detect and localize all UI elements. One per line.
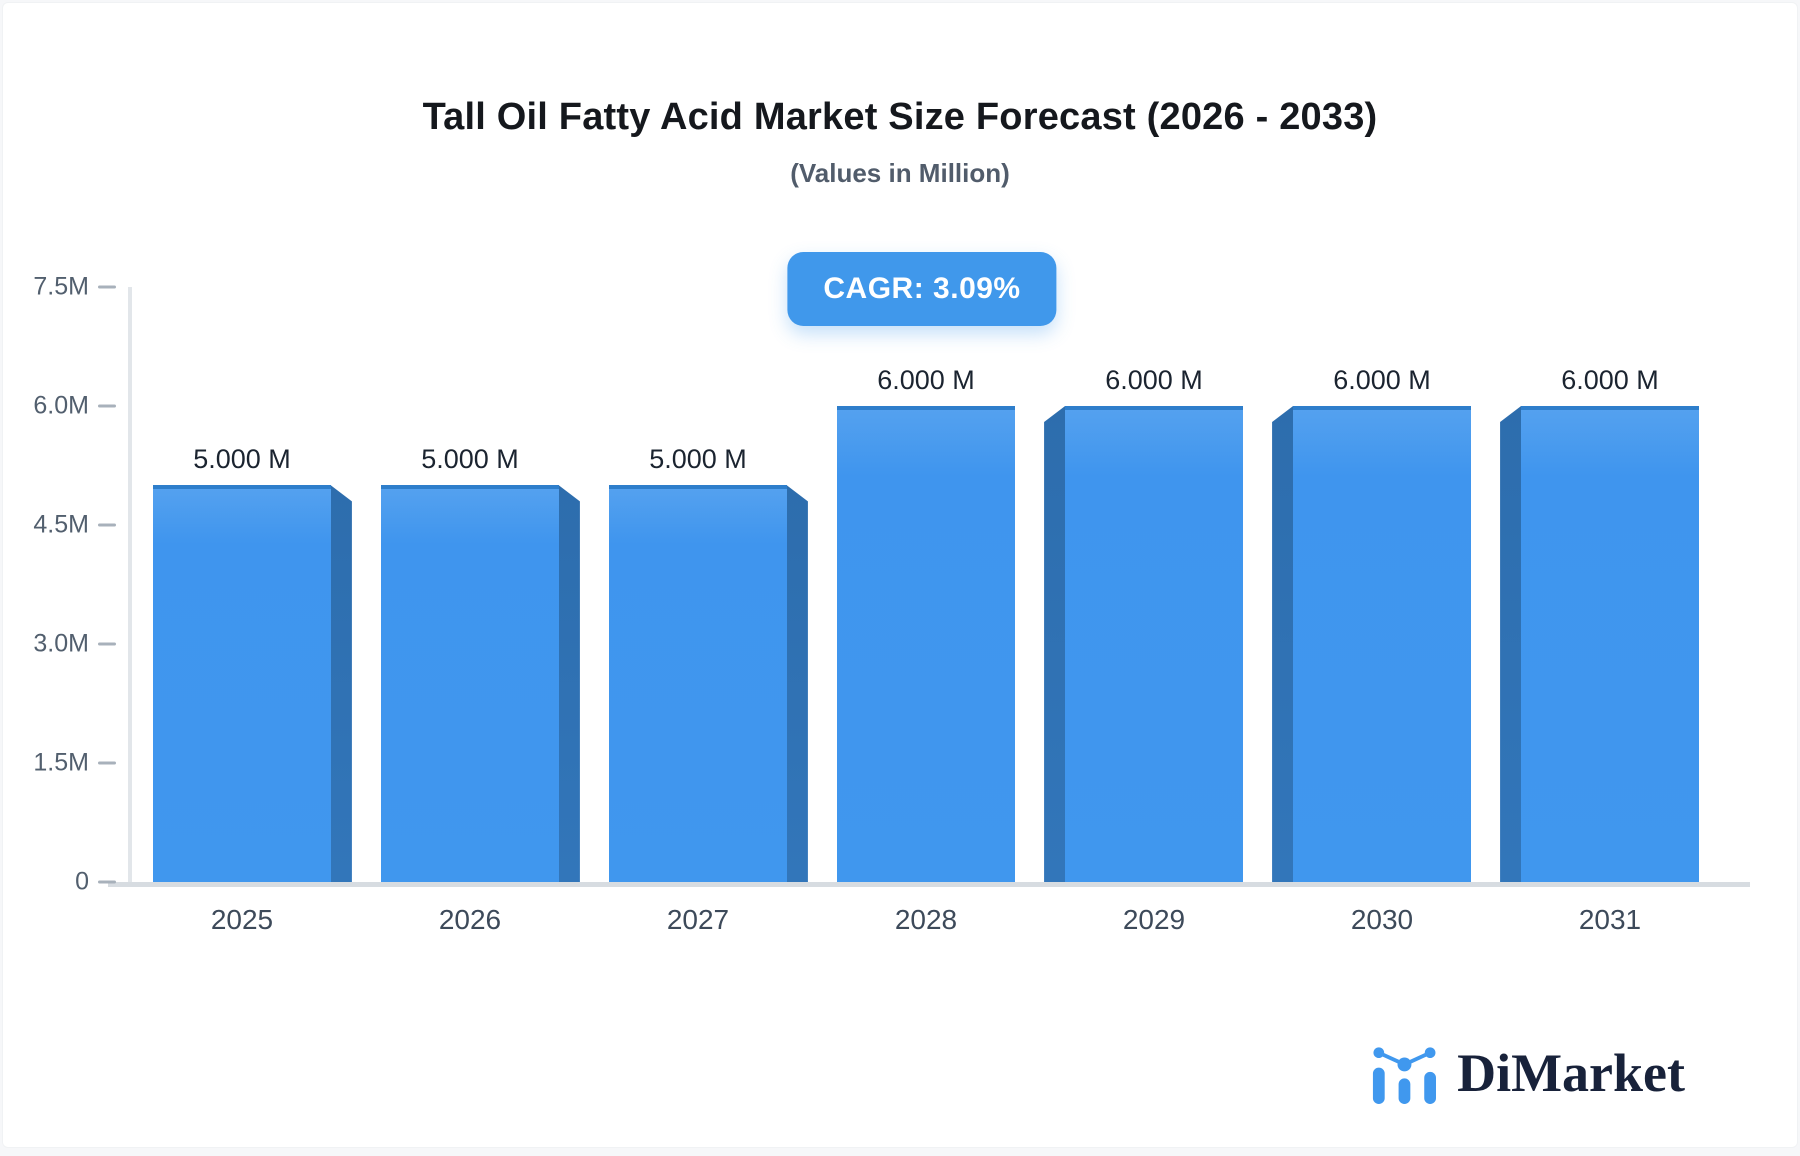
y-tick-mark (98, 880, 116, 884)
plot-area: 0 1.5M 3.0M 4.5M 6.0M 7.5M 5.000 M 2025 5.000 M 2… (33, 273, 1724, 935)
y-tick-label: 4.5M (33, 510, 89, 539)
bar-side-face (330, 485, 352, 882)
bar-2025: 5.000 M (153, 444, 352, 882)
y-axis-tick: 6.0M (33, 392, 116, 421)
y-tick-label: 1.5M (33, 748, 89, 777)
bar-value-label: 6.000 M (1561, 365, 1659, 395)
bar-side-face (558, 485, 580, 882)
bar-face (609, 485, 787, 882)
bar-slot-2030: 6.000 M 2030 (1268, 287, 1496, 935)
bar-side-face (1044, 406, 1066, 882)
bar-2026: 5.000 M (381, 444, 580, 882)
bar-value-label: 6.000 M (877, 365, 975, 395)
bar-slot-2031: 6.000 M 2031 (1496, 287, 1724, 935)
chart-subtitle: (Values in Million) (790, 158, 1010, 188)
x-axis-label: 2027 (666, 904, 730, 935)
y-axis-line (128, 287, 132, 886)
x-axis-line (108, 882, 1750, 887)
y-tick-mark (98, 761, 116, 765)
x-axis-label: 2031 (1578, 904, 1642, 935)
dimarket-logo: DiMarket (1367, 1042, 1685, 1104)
bar-side-face (786, 485, 808, 882)
bar-slot-2025: 5.000 M 2025 (128, 287, 356, 935)
bar-face (1293, 406, 1471, 882)
y-axis-tick: 7.5M (33, 273, 116, 302)
bar-2029: 6.000 M (1044, 365, 1243, 882)
x-axis-label: 2030 (1350, 904, 1414, 935)
bar-side-face (1500, 406, 1522, 882)
y-tick-label: 7.5M (33, 272, 89, 301)
bar-face (1521, 406, 1699, 882)
bar-face (381, 485, 559, 882)
bar-value-label: 5.000 M (649, 444, 747, 475)
y-tick-label: 6.0M (33, 391, 89, 420)
y-tick-label: 3.0M (33, 629, 89, 658)
mini-bar-line-chart-icon (1373, 1047, 1437, 1104)
chart-title: Tall Oil Fatty Acid Market Size Forecast… (422, 96, 1378, 138)
bar-2028: 6.000 M (837, 365, 1015, 882)
bar-slot-2028: 6.000 M 2028 (812, 287, 1040, 935)
cagr-badge: CAGR: 3.09% (787, 252, 1057, 326)
bar-value-label: 5.000 M (421, 444, 519, 475)
y-tick-mark (98, 404, 116, 408)
x-axis-label: 2026 (438, 904, 502, 935)
y-tick-mark (98, 642, 116, 646)
x-axis-label: 2028 (894, 904, 958, 935)
y-tick-label: 0 (75, 867, 89, 896)
dimarket-logo-text: DiMarket (1457, 1043, 1685, 1103)
x-axis-label: 2025 (210, 904, 274, 935)
bar-2031: 6.000 M (1500, 365, 1699, 882)
bar-side-face (1272, 406, 1294, 882)
y-axis-tick: 3.0M (33, 630, 116, 659)
y-axis-tick: 0 (75, 868, 116, 897)
bar-value-label: 6.000 M (1105, 365, 1203, 395)
y-axis-tick: 4.5M (33, 511, 116, 540)
bar-slot-2029: 6.000 M 2029 (1040, 287, 1268, 935)
bar-slot-2027: 5.000 M 2027 (584, 287, 812, 935)
bar-face (837, 406, 1015, 882)
y-axis-tick: 1.5M (33, 749, 116, 778)
bar-2027: 5.000 M (609, 444, 808, 882)
bar-face (1065, 406, 1243, 882)
bar-value-label: 5.000 M (193, 444, 291, 475)
x-axis-label: 2029 (1122, 904, 1186, 935)
bar-value-label: 6.000 M (1333, 365, 1431, 395)
bar-face (153, 485, 331, 882)
y-tick-mark (98, 523, 116, 527)
bar-2030: 6.000 M (1272, 365, 1471, 882)
y-tick-mark (98, 285, 116, 289)
bar-slot-2026: 5.000 M 2026 (356, 287, 584, 935)
